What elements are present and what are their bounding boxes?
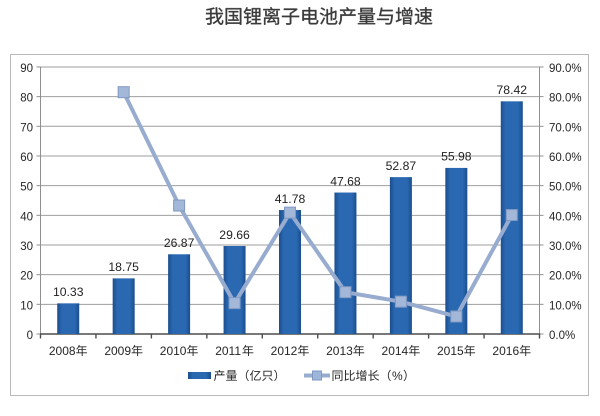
svg-text:10.33: 10.33	[53, 285, 84, 299]
svg-text:70: 70	[20, 122, 33, 134]
svg-text:30: 30	[20, 241, 33, 253]
svg-text:10: 10	[20, 300, 33, 312]
svg-text:2011: 2011	[215, 344, 241, 358]
svg-text:60: 60	[20, 152, 33, 164]
svg-text:47.68: 47.68	[330, 174, 361, 188]
svg-text:55.98: 55.98	[441, 150, 472, 164]
svg-text:18.75: 18.75	[108, 260, 139, 274]
svg-text:40: 40	[20, 211, 33, 223]
svg-text:2010: 2010	[160, 344, 187, 358]
svg-text:0.0%: 0.0%	[549, 330, 575, 342]
svg-text:70.0%: 70.0%	[549, 122, 582, 134]
svg-text:90.0%: 90.0%	[549, 63, 582, 75]
svg-text:40.0%: 40.0%	[549, 211, 582, 223]
svg-text:10.0%: 10.0%	[549, 300, 582, 312]
svg-text:20: 20	[20, 271, 33, 283]
svg-text:60.0%: 60.0%	[549, 152, 582, 164]
svg-text:%: %	[392, 369, 403, 383]
svg-text:2016: 2016	[492, 344, 519, 358]
svg-text:52.87: 52.87	[386, 159, 417, 173]
svg-text:29.66: 29.66	[219, 228, 250, 242]
svg-text:50.0%: 50.0%	[549, 182, 582, 194]
svg-text:2015: 2015	[437, 344, 464, 358]
svg-text:2012: 2012	[271, 344, 298, 358]
svg-text:50: 50	[20, 182, 33, 194]
svg-text:20.0%: 20.0%	[549, 271, 582, 283]
svg-text:2013: 2013	[326, 344, 353, 358]
svg-text:26.87: 26.87	[164, 236, 195, 250]
svg-text:80: 80	[20, 93, 33, 105]
svg-text:2009: 2009	[104, 344, 131, 358]
svg-text:30.0%: 30.0%	[549, 241, 582, 253]
svg-text:2014: 2014	[382, 344, 409, 358]
svg-text:78.42: 78.42	[497, 83, 528, 97]
svg-text:0: 0	[27, 330, 33, 342]
svg-text:80.0%: 80.0%	[549, 93, 582, 105]
svg-text:90: 90	[20, 63, 33, 75]
svg-text:2008: 2008	[49, 344, 76, 358]
svg-text:41.78: 41.78	[275, 192, 306, 206]
